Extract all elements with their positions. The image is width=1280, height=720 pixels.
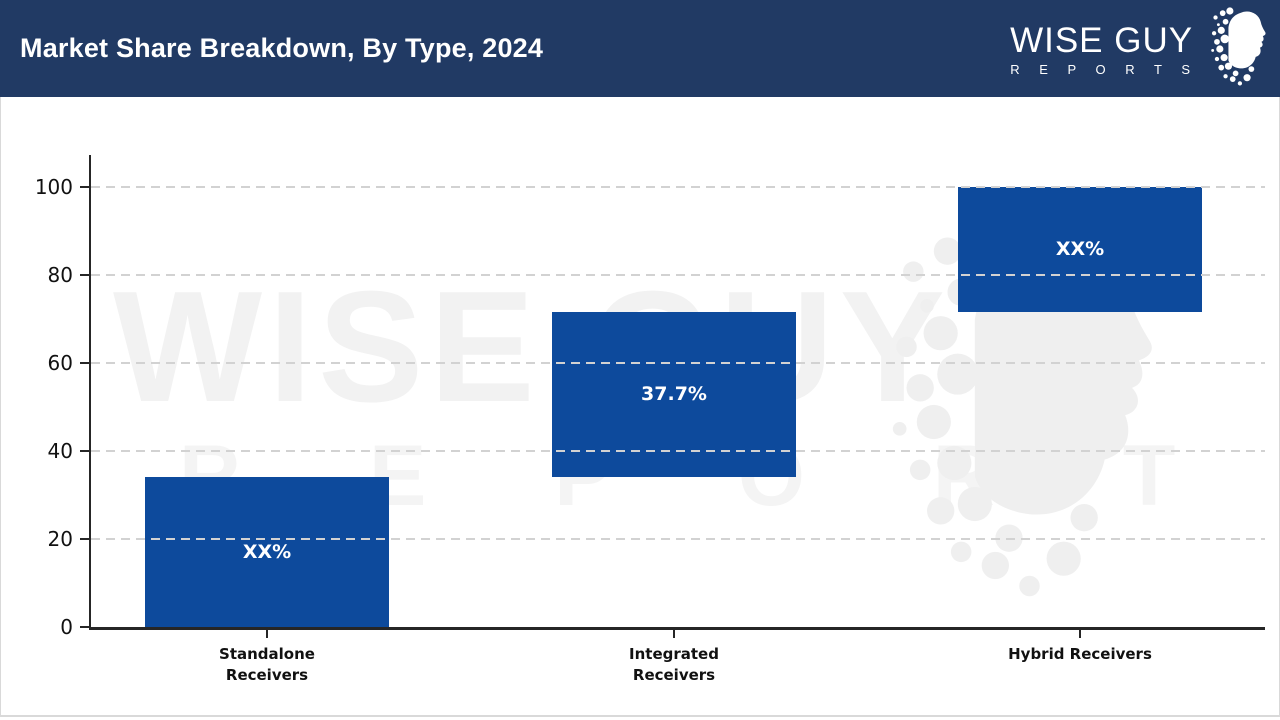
x-category-label-line: Receivers [632, 666, 716, 684]
gridline-y-80 [91, 274, 1265, 276]
y-tick-label: 100 [34, 175, 73, 199]
x-category-label: Hybrid Receivers [930, 644, 1230, 665]
y-tick-label: 60 [47, 351, 73, 375]
x-category-label-line: Integrated [629, 645, 719, 663]
bar-value-label: XX% [242, 541, 292, 564]
brand-logo-text: WISE GUY R E P O R T S [1005, 20, 1198, 77]
bar-segment: 37.7% [552, 311, 796, 478]
x-category-label-line: Receivers [225, 666, 309, 684]
y-tick-label: 0 [60, 615, 73, 639]
bar-segment: XX% [145, 477, 389, 627]
bar-value-label: XX% [1055, 238, 1105, 261]
gridline-y-40 [91, 450, 1265, 452]
x-tick-mark [673, 630, 675, 638]
y-tick-mark [80, 626, 89, 628]
y-tick-label: 80 [47, 263, 73, 287]
y-tick-mark [80, 186, 89, 188]
brand-logo: WISE GUY R E P O R T S [1005, 6, 1270, 92]
x-category-label: Standalone Receivers [117, 644, 417, 686]
plot-area: 0 20 40 60 80 100 XX% 37.7% XX% Standalone Receive… [35, 155, 1265, 684]
y-tick-mark [80, 274, 89, 276]
header: Market Share Breakdown, By Type, 2024 WI… [0, 0, 1280, 97]
brand-name: WISE GUY [1010, 20, 1194, 60]
x-category-label-line: Hybrid Receivers [1008, 645, 1152, 663]
y-tick-mark [80, 450, 89, 452]
bar-segment: XX% [958, 187, 1202, 312]
page-title: Market Share Breakdown, By Type, 2024 [20, 33, 544, 63]
chart-panel: WISE GUY R E P O R T S 020406080100XX%37… [0, 97, 1280, 717]
wise-guy-face-icon [1211, 7, 1266, 86]
y-tick-mark [80, 362, 89, 364]
x-tick-mark [1079, 630, 1081, 638]
gridline-y-100 [91, 186, 1265, 188]
gridline-y-20 [91, 538, 1265, 540]
watermark-text-1: WISE GUY [113, 259, 952, 435]
y-tick-mark [80, 538, 89, 540]
y-tick-label: 20 [47, 527, 73, 551]
y-tick-label: 40 [47, 439, 73, 463]
brand-subtitle: R E P O R T S [1010, 61, 1198, 77]
bar-value-label: 37.7% [641, 383, 707, 406]
x-tick-mark [266, 630, 268, 638]
x-category-label-line: Standalone [219, 645, 315, 663]
gridline-y-60 [91, 362, 1265, 364]
x-category-label: Integrated Receivers [524, 644, 824, 686]
